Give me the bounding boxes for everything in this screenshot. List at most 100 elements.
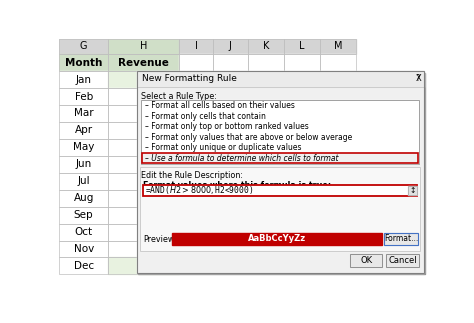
Bar <box>247 139 284 156</box>
Bar <box>179 173 213 190</box>
Bar <box>320 257 356 274</box>
Bar <box>59 54 108 71</box>
Bar <box>108 139 179 156</box>
Bar <box>108 88 179 105</box>
Bar <box>247 241 284 257</box>
Bar <box>108 71 179 88</box>
Text: Dec: Dec <box>73 261 94 271</box>
Bar <box>320 156 356 173</box>
Bar <box>284 257 320 274</box>
Text: May: May <box>73 142 94 152</box>
Bar <box>179 71 213 88</box>
Bar <box>284 224 320 241</box>
Bar <box>213 241 247 257</box>
Bar <box>138 73 425 274</box>
Bar <box>284 122 320 139</box>
Text: OK: OK <box>360 256 372 265</box>
Bar <box>213 122 247 139</box>
Bar <box>213 207 247 224</box>
Bar <box>108 224 179 241</box>
Bar <box>108 122 179 139</box>
Bar <box>137 71 423 273</box>
Bar <box>59 156 108 173</box>
Bar <box>213 224 247 241</box>
Bar <box>284 190 320 207</box>
Bar <box>59 71 108 88</box>
Bar <box>247 190 284 207</box>
Bar <box>213 105 247 122</box>
Bar <box>320 105 356 122</box>
Bar <box>213 71 247 88</box>
Text: ?: ? <box>415 74 419 83</box>
Bar <box>247 71 284 88</box>
Bar <box>108 257 179 274</box>
Bar <box>247 54 284 71</box>
Bar <box>179 207 213 224</box>
Bar <box>320 139 356 156</box>
Bar <box>137 71 423 273</box>
Bar <box>137 71 423 87</box>
Bar <box>247 241 284 257</box>
Bar <box>179 105 213 122</box>
Bar <box>141 100 419 163</box>
Bar <box>384 233 418 245</box>
Bar <box>59 88 108 105</box>
Bar <box>320 173 356 190</box>
Bar <box>247 207 284 224</box>
Bar <box>59 241 108 257</box>
Bar <box>320 173 356 190</box>
Bar <box>213 88 247 105</box>
Bar <box>284 71 320 88</box>
Bar <box>384 233 418 245</box>
Text: – Format all cells based on their values: – Format all cells based on their values <box>145 101 295 110</box>
Bar <box>284 88 320 105</box>
Bar <box>108 241 179 257</box>
Bar <box>284 207 320 224</box>
Bar <box>213 122 247 139</box>
Text: Feb: Feb <box>74 91 93 101</box>
Bar <box>108 39 179 54</box>
Bar <box>179 54 213 71</box>
Text: Aug: Aug <box>73 193 94 203</box>
Bar <box>408 186 417 195</box>
Bar <box>320 139 356 156</box>
Bar <box>284 207 320 224</box>
Bar <box>59 207 108 224</box>
Bar <box>108 54 179 71</box>
Bar <box>59 39 108 54</box>
Text: K: K <box>263 41 269 51</box>
Bar <box>59 173 108 190</box>
Bar <box>320 241 356 257</box>
Bar <box>284 105 320 122</box>
Bar <box>320 122 356 139</box>
Bar <box>179 224 213 241</box>
Text: New Formatting Rule: New Formatting Rule <box>142 74 237 83</box>
Text: Format...: Format... <box>384 234 418 244</box>
Bar <box>386 254 419 267</box>
Bar <box>247 39 284 54</box>
Bar <box>247 224 284 241</box>
Bar <box>140 167 420 251</box>
Text: – Format only cells that contain: – Format only cells that contain <box>145 112 266 121</box>
Bar <box>59 257 108 274</box>
Bar <box>247 122 284 139</box>
Bar <box>179 241 213 257</box>
Bar <box>108 207 179 224</box>
Bar <box>179 139 213 156</box>
Bar <box>179 257 213 274</box>
Bar <box>284 39 320 54</box>
Bar <box>59 39 108 54</box>
Bar <box>247 224 284 241</box>
Bar <box>213 139 247 156</box>
Bar <box>320 54 356 71</box>
Bar <box>179 39 213 54</box>
Bar <box>142 153 418 163</box>
Bar <box>247 105 284 122</box>
Bar <box>179 54 213 71</box>
Text: – Use a formula to determine which cells to format: – Use a formula to determine which cells… <box>145 154 339 163</box>
Text: – Format only unique or duplicate values: – Format only unique or duplicate values <box>145 143 302 152</box>
Bar <box>59 173 108 190</box>
Bar <box>142 153 418 163</box>
Bar <box>59 122 108 139</box>
Text: Oct: Oct <box>74 227 93 237</box>
